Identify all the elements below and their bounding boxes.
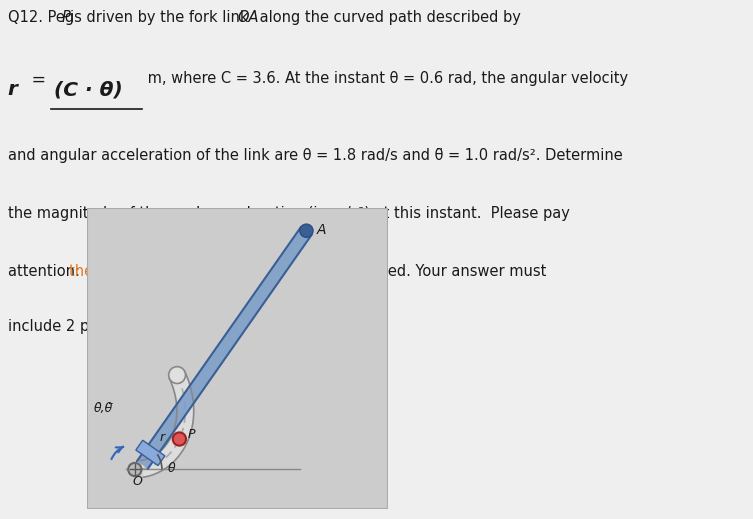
Text: along the curved path described by: along the curved path described by [255, 10, 520, 25]
Ellipse shape [300, 224, 313, 237]
Text: =: = [26, 71, 46, 89]
Text: (C · θ): (C · θ) [54, 80, 123, 100]
Text: the numbers may change: the numbers may change [69, 264, 258, 279]
Text: r: r [160, 431, 165, 444]
Polygon shape [137, 227, 312, 469]
Text: OA: OA [237, 10, 259, 25]
Text: and angular acceleration of the link are θ̇ = 1.8 rad/s and θ̈ = 1.0 rad/s². Det: and angular acceleration of the link are… [8, 148, 622, 163]
FancyBboxPatch shape [87, 208, 388, 509]
Text: m, where C = 3.6. At the instant θ = 0.6 rad, the angular velocity: m, where C = 3.6. At the instant θ = 0.6… [143, 71, 628, 86]
Polygon shape [141, 372, 194, 477]
Text: P: P [187, 428, 195, 441]
Ellipse shape [169, 366, 185, 384]
Text: include 2 places after the decimal point.: include 2 places after the decimal point… [8, 319, 303, 334]
Text: θ: θ [168, 462, 175, 475]
Text: the magnitude of the peg’s acceleration (in m/s²) at this instant.  Please pay: the magnitude of the peg’s acceleration … [8, 206, 569, 221]
Text: A: A [317, 223, 327, 237]
Circle shape [172, 432, 186, 446]
Text: P: P [62, 10, 71, 25]
Circle shape [128, 463, 142, 476]
Text: O: O [133, 475, 142, 488]
Text: attention:: attention: [8, 264, 84, 279]
Polygon shape [136, 440, 165, 466]
Text: is driven by the fork link: is driven by the fork link [70, 10, 253, 25]
Text: since they are randomized. Your answer must: since they are randomized. Your answer m… [206, 264, 546, 279]
Text: Q12. Peg: Q12. Peg [8, 10, 78, 25]
Text: θ̇,θ̈: θ̇,θ̈ [94, 402, 114, 415]
Text: r: r [8, 80, 17, 100]
